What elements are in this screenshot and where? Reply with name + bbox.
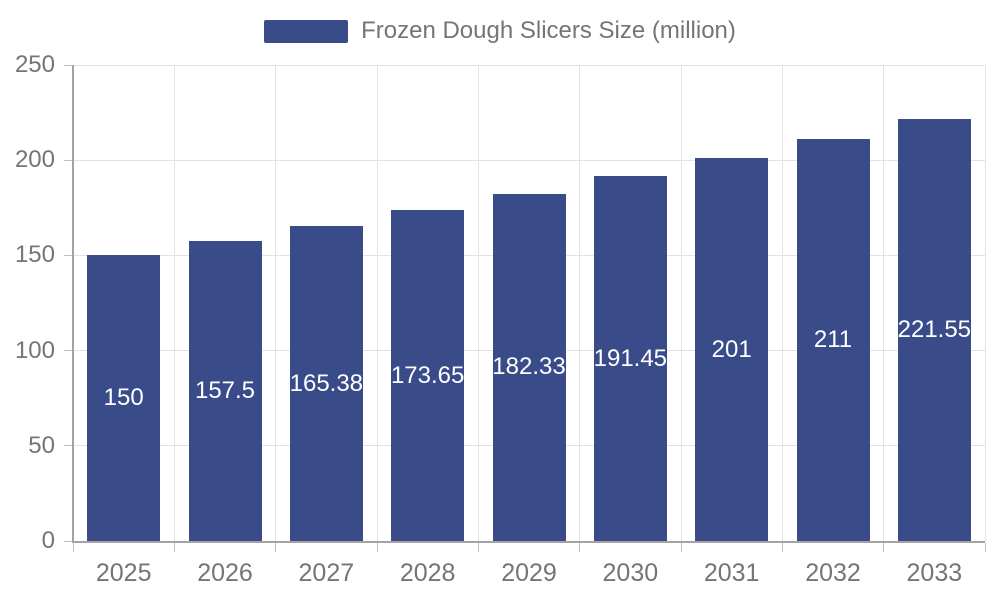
- bar[interactable]: 221.55: [898, 119, 971, 541]
- plot-area: 0 50 100 150 200 250 150 2025 157.5 2026 165.38 202…: [15, 51, 986, 587]
- grid-line-v: [984, 65, 986, 541]
- x-tick: [781, 543, 783, 552]
- bar-value-label: 173.65: [390, 361, 465, 389]
- bar-value-label: 211: [813, 326, 853, 354]
- x-tick-label: 2028: [399, 559, 456, 587]
- grid-line-v: [477, 65, 479, 541]
- y-tick-label: 50: [28, 431, 55, 459]
- bar-value-label: 165.38: [289, 369, 364, 397]
- x-tick-label: 2030: [602, 559, 659, 587]
- bar[interactable]: 157.5: [188, 241, 262, 541]
- bar[interactable]: 211: [796, 139, 870, 541]
- bar[interactable]: 150: [87, 255, 161, 541]
- bar-value-label: 182.33: [492, 353, 566, 381]
- bar[interactable]: 201: [695, 158, 769, 541]
- x-tick: [984, 543, 986, 552]
- y-tick-label: 200: [14, 146, 55, 174]
- bar[interactable]: 173.65: [391, 210, 464, 541]
- grid-line-v: [579, 65, 581, 541]
- x-tick: [680, 543, 682, 552]
- x-tick-label: 2027: [298, 559, 355, 587]
- x-tick: [883, 543, 885, 552]
- x-tick-label: 2032: [805, 559, 861, 587]
- x-tick-label: 2033: [906, 559, 963, 587]
- x-tick-label: 2029: [501, 559, 557, 587]
- y-tick: [64, 350, 72, 352]
- y-axis-line: [72, 65, 74, 541]
- grid-line-v: [173, 65, 175, 541]
- bar-value-label: 201: [711, 335, 752, 363]
- y-tick: [64, 254, 72, 256]
- x-tick: [275, 543, 277, 552]
- x-axis-line: [72, 541, 985, 543]
- bar-value-label: 150: [103, 384, 144, 412]
- y-tick-label: 0: [41, 527, 55, 554]
- y-tick-label: 150: [14, 241, 55, 269]
- y-tick: [64, 445, 72, 447]
- grid-line-v: [680, 65, 682, 541]
- x-tick-label: 2026: [197, 559, 253, 587]
- grid-line-h: [73, 159, 985, 161]
- legend[interactable]: Frozen Dough Slicers Size (million): [0, 14, 1000, 48]
- legend-swatch: [264, 19, 349, 43]
- grid-line-v: [376, 65, 378, 541]
- x-tick-label: 2031: [703, 559, 760, 587]
- y-tick: [64, 64, 72, 66]
- legend-label: Frozen Dough Slicers Size (million): [361, 17, 736, 44]
- grid-line-v: [883, 65, 885, 541]
- y-tick-label: 100: [14, 336, 55, 364]
- bar[interactable]: 191.45: [594, 176, 667, 541]
- x-tick: [173, 543, 175, 552]
- y-tick-label: 250: [14, 51, 55, 78]
- x-tick: [477, 543, 479, 552]
- bar-value-label: 157.5: [194, 377, 256, 405]
- grid-line-v: [781, 65, 783, 541]
- y-tick: [64, 540, 72, 542]
- bar-value-label: 191.45: [593, 344, 668, 372]
- x-tick-label: 2025: [95, 559, 152, 587]
- x-tick: [579, 543, 581, 552]
- x-tick: [72, 543, 74, 552]
- bar[interactable]: 182.33: [492, 193, 566, 541]
- y-tick: [64, 159, 72, 161]
- bar-value-label: 221.55: [897, 316, 972, 344]
- bar[interactable]: 165.38: [290, 226, 363, 541]
- grid-line-v: [275, 65, 277, 541]
- grid-line-h: [73, 64, 985, 66]
- x-tick: [376, 543, 378, 552]
